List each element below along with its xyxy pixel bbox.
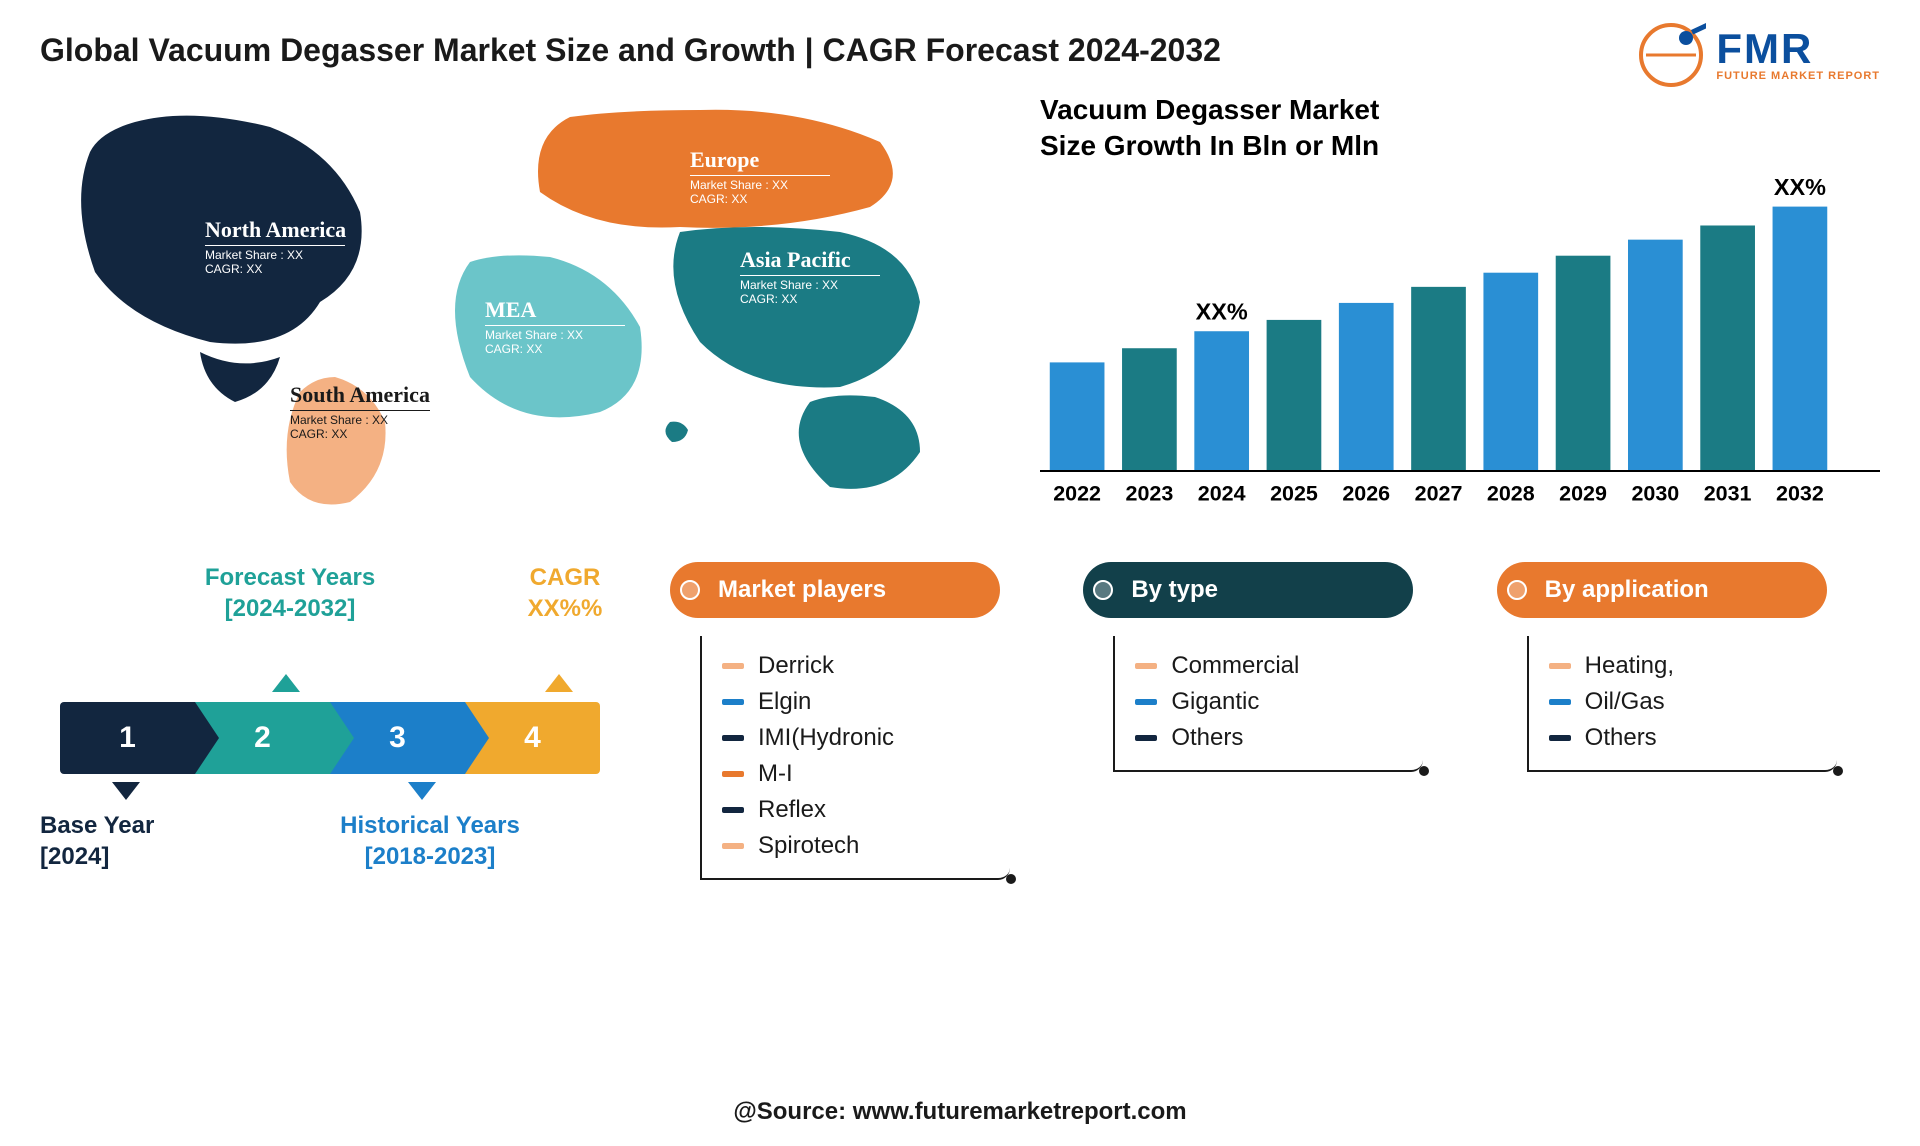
by-application-title: By application	[1545, 576, 1709, 604]
arrow-up-cagr	[545, 674, 573, 692]
by-application-item: Heating,	[1549, 648, 1837, 684]
fmr-globe-icon	[1636, 20, 1706, 90]
map-label-mea: MEAMarket Share : XXCAGR: XX	[485, 297, 625, 356]
by-application-block: By application Heating, Oil/Gas Others	[1497, 562, 1880, 882]
arrow-down-base	[112, 782, 140, 800]
chevron-step-1: 1	[60, 702, 195, 774]
forecast-label: Forecast Years[2024-2032]	[190, 562, 390, 624]
market-players-item-text: Derrick	[758, 652, 834, 680]
market-players-pill-header: Market players	[670, 562, 1000, 618]
by-type-list: Commercial Gigantic Others	[1113, 636, 1423, 772]
base-year-label: Base Year[2024]	[40, 810, 210, 872]
bar-label-2022: 2022	[1053, 482, 1101, 506]
bar-2031	[1700, 226, 1755, 471]
bar-2028	[1483, 273, 1538, 471]
market-players-item: Elgin	[722, 684, 1010, 720]
market-players-item-text: Elgin	[758, 688, 811, 716]
bullet-dash-icon	[1549, 699, 1571, 705]
bar-label-2023: 2023	[1126, 482, 1174, 506]
bar-2024	[1194, 332, 1249, 472]
by-type-item-text: Others	[1171, 724, 1243, 752]
by-type-block: By type Commercial Gigantic Others	[1083, 562, 1466, 882]
map-label-sa: South AmericaMarket Share : XXCAGR: XX	[290, 382, 430, 441]
market-players-item: Reflex	[722, 792, 1010, 828]
bullet-dash-icon	[722, 843, 744, 849]
bar-label-2031: 2031	[1704, 482, 1752, 506]
bullet-dash-icon	[722, 807, 744, 813]
market-players-title: Market players	[718, 576, 886, 604]
by-application-item: Others	[1549, 720, 1837, 756]
market-players-item-text: Reflex	[758, 796, 826, 824]
bar-2032	[1773, 207, 1828, 471]
arrow-up-forecast	[272, 674, 300, 692]
bar-2023	[1122, 349, 1177, 472]
market-players-item-text: Spirotech	[758, 832, 859, 860]
market-players-item: IMI(Hydronic	[722, 720, 1010, 756]
by-type-title: By type	[1131, 576, 1218, 604]
by-type-item: Commercial	[1135, 648, 1423, 684]
bar-2029	[1556, 256, 1611, 471]
market-players-item-text: M-I	[758, 760, 793, 788]
bar-2030	[1628, 240, 1683, 471]
by-application-pill-header: By application	[1497, 562, 1827, 618]
pill-dot-icon	[680, 580, 700, 600]
page-title: Global Vacuum Degasser Market Size and G…	[40, 30, 1440, 72]
by-application-list: Heating, Oil/Gas Others	[1527, 636, 1837, 772]
bar-label-2028: 2028	[1487, 482, 1535, 506]
bar-2022	[1050, 363, 1105, 472]
chart-title: Vacuum Degasser Market Size Growth In Bl…	[1040, 92, 1420, 165]
market-players-item: Derrick	[722, 648, 1010, 684]
arrow-down-historical	[408, 782, 436, 800]
bar-2025	[1267, 320, 1322, 471]
timeline-block: Forecast Years[2024-2032] CAGRXX%% 1234 …	[40, 562, 640, 882]
bar-2026	[1339, 303, 1394, 471]
bullet-dash-icon	[1549, 663, 1571, 669]
by-type-item: Gigantic	[1135, 684, 1423, 720]
bar-annotation: XX%	[1196, 299, 1248, 325]
bar-chart: Vacuum Degasser Market Size Growth In Bl…	[1040, 92, 1880, 522]
bullet-dash-icon	[722, 735, 744, 741]
market-players-item: Spirotech	[722, 828, 1010, 864]
by-application-item-text: Others	[1585, 724, 1657, 752]
map-label-eu: EuropeMarket Share : XXCAGR: XX	[690, 147, 830, 206]
bar-annotation: XX%	[1774, 174, 1826, 200]
by-type-item-text: Commercial	[1171, 652, 1299, 680]
by-type-item-text: Gigantic	[1171, 688, 1259, 716]
by-type-item: Others	[1135, 720, 1423, 756]
bullet-dash-icon	[722, 699, 744, 705]
bar-label-2026: 2026	[1342, 482, 1390, 506]
by-application-item-text: Heating,	[1585, 652, 1674, 680]
pill-dot-icon	[1507, 580, 1527, 600]
market-players-list: Derrick Elgin IMI(Hydronic M-I Reflex Spirote…	[700, 636, 1010, 880]
historical-label: Historical Years[2018-2023]	[320, 810, 540, 872]
bar-label-2030: 2030	[1631, 482, 1679, 506]
map-label-na: North AmericaMarket Share : XXCAGR: XX	[205, 217, 346, 276]
market-players-item: M-I	[722, 756, 1010, 792]
logo-text-main: FMR	[1716, 28, 1880, 70]
pill-dot-icon	[1093, 580, 1113, 600]
bullet-dash-icon	[1135, 699, 1157, 705]
bullet-dash-icon	[1135, 663, 1157, 669]
map-label-ap: Asia PacificMarket Share : XXCAGR: XX	[740, 247, 880, 306]
bullet-dash-icon	[722, 771, 744, 777]
by-application-item: Oil/Gas	[1549, 684, 1837, 720]
logo-text-sub: FUTURE MARKET REPORT	[1716, 70, 1880, 82]
market-players-item-text: IMI(Hydronic	[758, 724, 894, 752]
bar-label-2032: 2032	[1776, 482, 1824, 506]
source-attribution: @Source: www.futuremarketreport.com	[733, 1098, 1186, 1126]
bar-2027	[1411, 287, 1466, 471]
bullet-dash-icon	[1135, 735, 1157, 741]
bullet-dash-icon	[1549, 735, 1571, 741]
bar-label-2029: 2029	[1559, 482, 1607, 506]
market-players-block: Market players Derrick Elgin IMI(Hydronic M…	[670, 562, 1053, 882]
bar-label-2027: 2027	[1415, 482, 1463, 506]
by-type-pill-header: By type	[1083, 562, 1413, 618]
brand-logo: FMR FUTURE MARKET REPORT	[1636, 20, 1880, 90]
bar-label-2024: 2024	[1198, 482, 1246, 506]
bullet-dash-icon	[722, 663, 744, 669]
world-map: North AmericaMarket Share : XXCAGR: XX So…	[40, 92, 1000, 522]
by-application-item-text: Oil/Gas	[1585, 688, 1665, 716]
cagr-label: CAGRXX%%	[500, 562, 630, 624]
bar-label-2025: 2025	[1270, 482, 1318, 506]
